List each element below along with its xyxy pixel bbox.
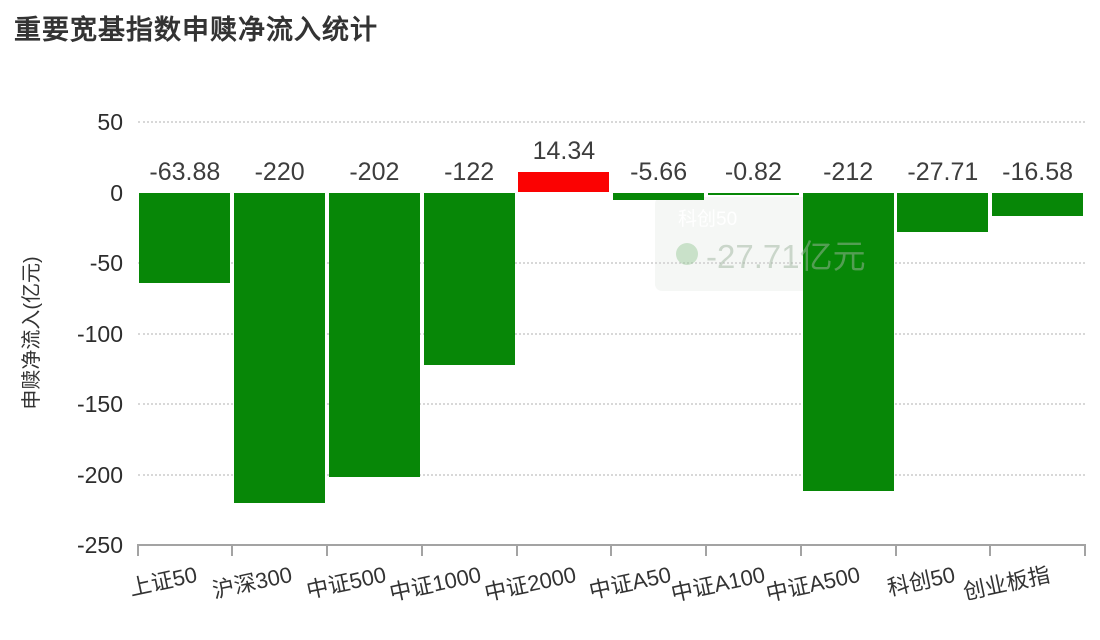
y-tick-label--200: -200 [76, 461, 123, 488]
bar-9[interactable] [992, 192, 1084, 216]
value-label-5: -5.66 [630, 157, 688, 186]
gridline-50 [137, 121, 1085, 123]
x-tick-4 [515, 546, 518, 556]
bar-7[interactable] [802, 192, 894, 492]
x-tick-6 [705, 546, 707, 556]
bar-5[interactable] [613, 192, 705, 201]
bar-3[interactable] [423, 192, 515, 365]
x-tick-9 [989, 546, 992, 556]
x-axis-line [136, 544, 1086, 546]
x-tick-7 [799, 546, 802, 556]
gridline--50 [137, 262, 1085, 264]
x-tick-1 [231, 546, 234, 556]
bar-0[interactable] [139, 192, 231, 283]
value-label-4: 14.34 [532, 137, 596, 166]
value-label-2: -202 [349, 157, 400, 186]
value-label-8: -27.71 [907, 157, 979, 186]
y-tick-label--150: -150 [76, 391, 123, 417]
x-tick-3 [420, 546, 423, 556]
gridline--200 [137, 473, 1085, 476]
value-label-7: -212 [823, 157, 874, 186]
x-tick-5 [610, 546, 613, 556]
value-label-3: -122 [444, 157, 495, 186]
series-marker-dot [676, 243, 698, 265]
y-tick-label-50: 50 [97, 109, 123, 135]
tooltip-series-name: 科创50 [678, 209, 738, 230]
value-label-9: -16.58 [1002, 157, 1074, 186]
y-tick-label--100: -100 [76, 320, 123, 347]
bar-1[interactable] [234, 192, 326, 503]
x-tick-2 [326, 546, 328, 556]
bar-2[interactable] [328, 192, 420, 478]
bar-8[interactable] [897, 192, 989, 232]
gridline--150 [137, 403, 1085, 405]
y-tick-label--250: -250 [76, 532, 123, 558]
bar-4[interactable] [518, 172, 610, 193]
tooltip-value: -27.71亿元 [706, 238, 866, 275]
x-tick-8 [894, 546, 897, 556]
tooltip-value-row: -27.71亿元 [676, 236, 866, 275]
bar-6[interactable] [707, 192, 799, 195]
value-label-1: -220 [254, 157, 305, 186]
gridline--100 [137, 332, 1085, 335]
value-label-6: -0.82 [724, 157, 782, 186]
value-label-0: -63.88 [149, 157, 221, 186]
chart-title: 重要宽基指数申赎净流入统计 [14, 15, 378, 45]
x-tick-0 [136, 546, 139, 556]
y-tick-label--50: -50 [89, 250, 123, 276]
chart-page: 重要宽基指数申赎净流入统计 申赎净流入(亿元) 科创50 50 0 -50 -100-… [14, 15, 1086, 606]
y-tick-label-0: 0 [110, 179, 123, 206]
x-tick-10 [1084, 546, 1086, 556]
